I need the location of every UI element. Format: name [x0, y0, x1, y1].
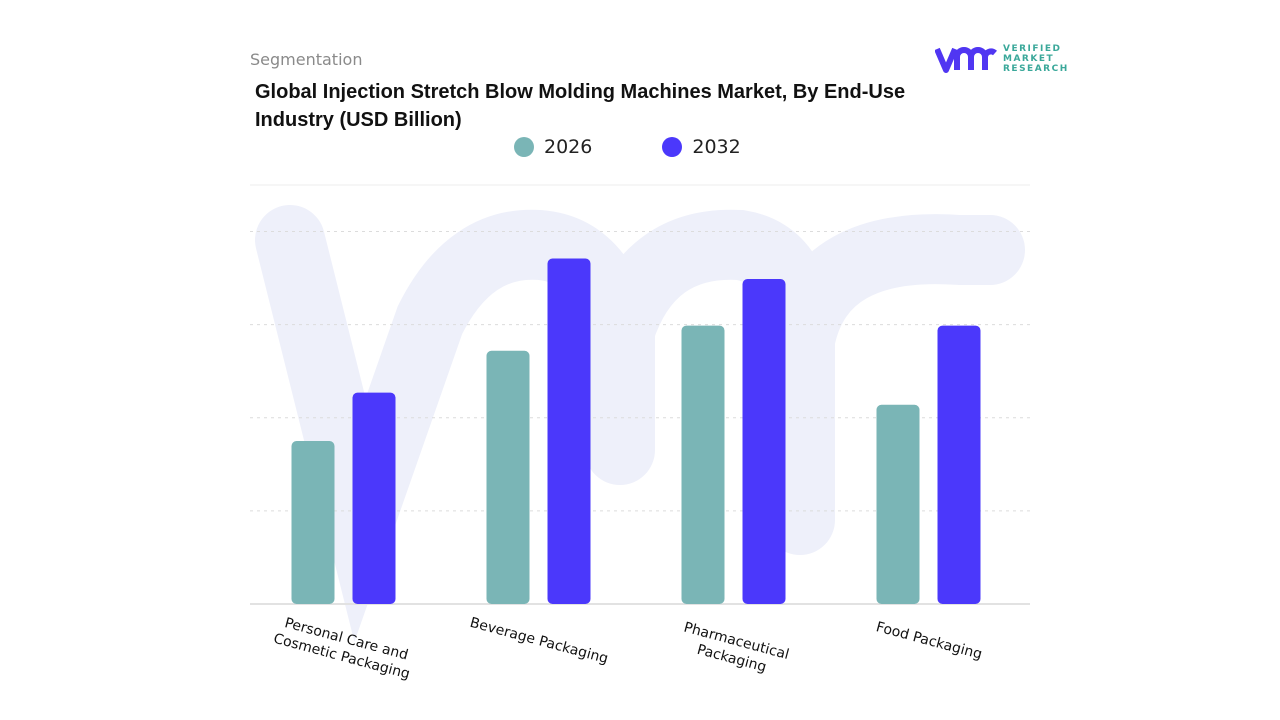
chart-title: Global Injection Stretch Blow Molding Ma… [255, 81, 906, 131]
bar-2032-3 [937, 325, 981, 604]
logo-text: VERIFIED MARKET RESEARCH [1003, 44, 1069, 74]
legend-item-2026: 2026 [514, 136, 592, 158]
bar-2026-1 [486, 350, 530, 604]
legend: 2026 2032 [514, 136, 741, 158]
legend-item-2032: 2032 [662, 136, 741, 158]
bar-2026-0 [291, 441, 335, 604]
bar-2032-1 [547, 258, 591, 604]
logo-line: RESEARCH [1003, 64, 1069, 74]
legend-swatch-2026 [514, 137, 534, 157]
bar-2026-3 [876, 404, 920, 604]
legend-swatch-2032 [662, 137, 683, 157]
logo-line: VERIFIED [1003, 44, 1062, 54]
bar-2032-2 [742, 279, 786, 604]
vmr-logo-icon [935, 47, 997, 73]
bar-2026-2 [681, 325, 725, 604]
watermark-logo [255, 205, 1025, 642]
legend-label: 2032 [692, 136, 741, 158]
segment-label: Segmentation [250, 50, 363, 69]
logo: VERIFIED MARKET RESEARCH [935, 44, 1069, 74]
bar-2032-0 [352, 392, 396, 604]
legend-label: 2026 [544, 136, 593, 158]
logo-line: MARKET [1003, 54, 1055, 64]
